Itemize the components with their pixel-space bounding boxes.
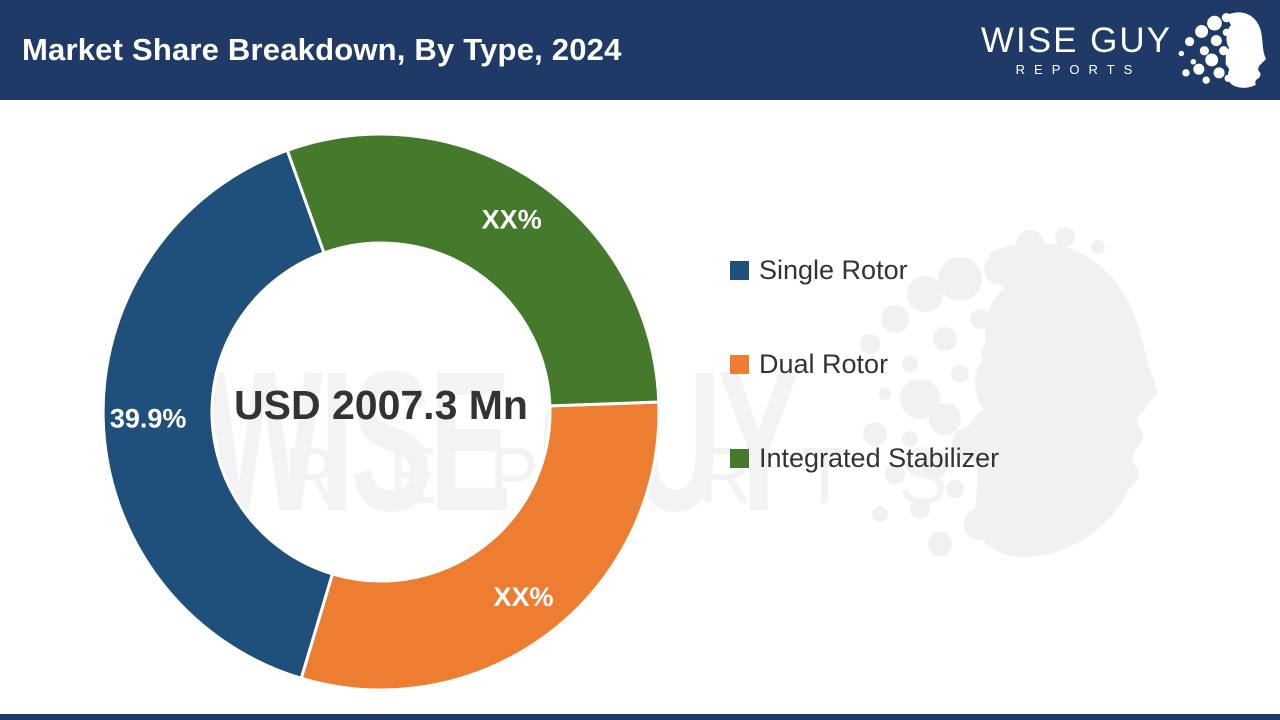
- page-title: Market Share Breakdown, By Type, 2024: [22, 32, 622, 67]
- brand-logo: WISE GUY REPORTS: [981, 5, 1266, 96]
- legend-swatch-icon: [730, 355, 749, 374]
- legend-item-single-rotor: Single Rotor: [730, 255, 999, 286]
- chart-legend: Single Rotor Dual Rotor Integrated Stabi…: [730, 255, 999, 537]
- legend-swatch-icon: [730, 449, 749, 468]
- legend-label: Single Rotor: [759, 255, 908, 285]
- legend-item-integrated-stabilizer: Integrated Stabilizer: [730, 443, 999, 474]
- legend-label: Dual Rotor: [759, 349, 889, 379]
- legend-label: Integrated Stabilizer: [759, 443, 1000, 473]
- donut-slice-single-rotor: [101, 148, 334, 680]
- donut-chart: 39.9% XX% XX%: [81, 112, 681, 712]
- donut-slice-label: XX%: [482, 205, 542, 235]
- donut-slice-integrated-stabilizer: [285, 132, 661, 408]
- legend-swatch-icon: [730, 261, 749, 280]
- brand-subname: REPORTS: [1015, 61, 1142, 77]
- donut-slice-label: XX%: [493, 582, 553, 612]
- watermark-text-primary: WISE GUY: [206, 330, 800, 553]
- watermark-face-icon: [848, 222, 1178, 587]
- donut-slice-label: 39.9%: [110, 404, 187, 434]
- brand-face-icon: [1174, 5, 1266, 96]
- brand-logo-text: WISE GUY REPORTS: [980, 21, 1172, 77]
- legend-item-dual-rotor: Dual Rotor: [730, 349, 999, 380]
- donut-slice-dual-rotor: [299, 400, 661, 692]
- brand-name: WISE GUY: [980, 21, 1172, 61]
- donut-center-value: USD 2007.3 Mn: [234, 382, 528, 428]
- chart-area: WISE GUY REPORTS: [0, 100, 1280, 714]
- header-bar: Market Share Breakdown, By Type, 2024 WI…: [0, 0, 1280, 100]
- footer-accent-bar: [0, 714, 1280, 720]
